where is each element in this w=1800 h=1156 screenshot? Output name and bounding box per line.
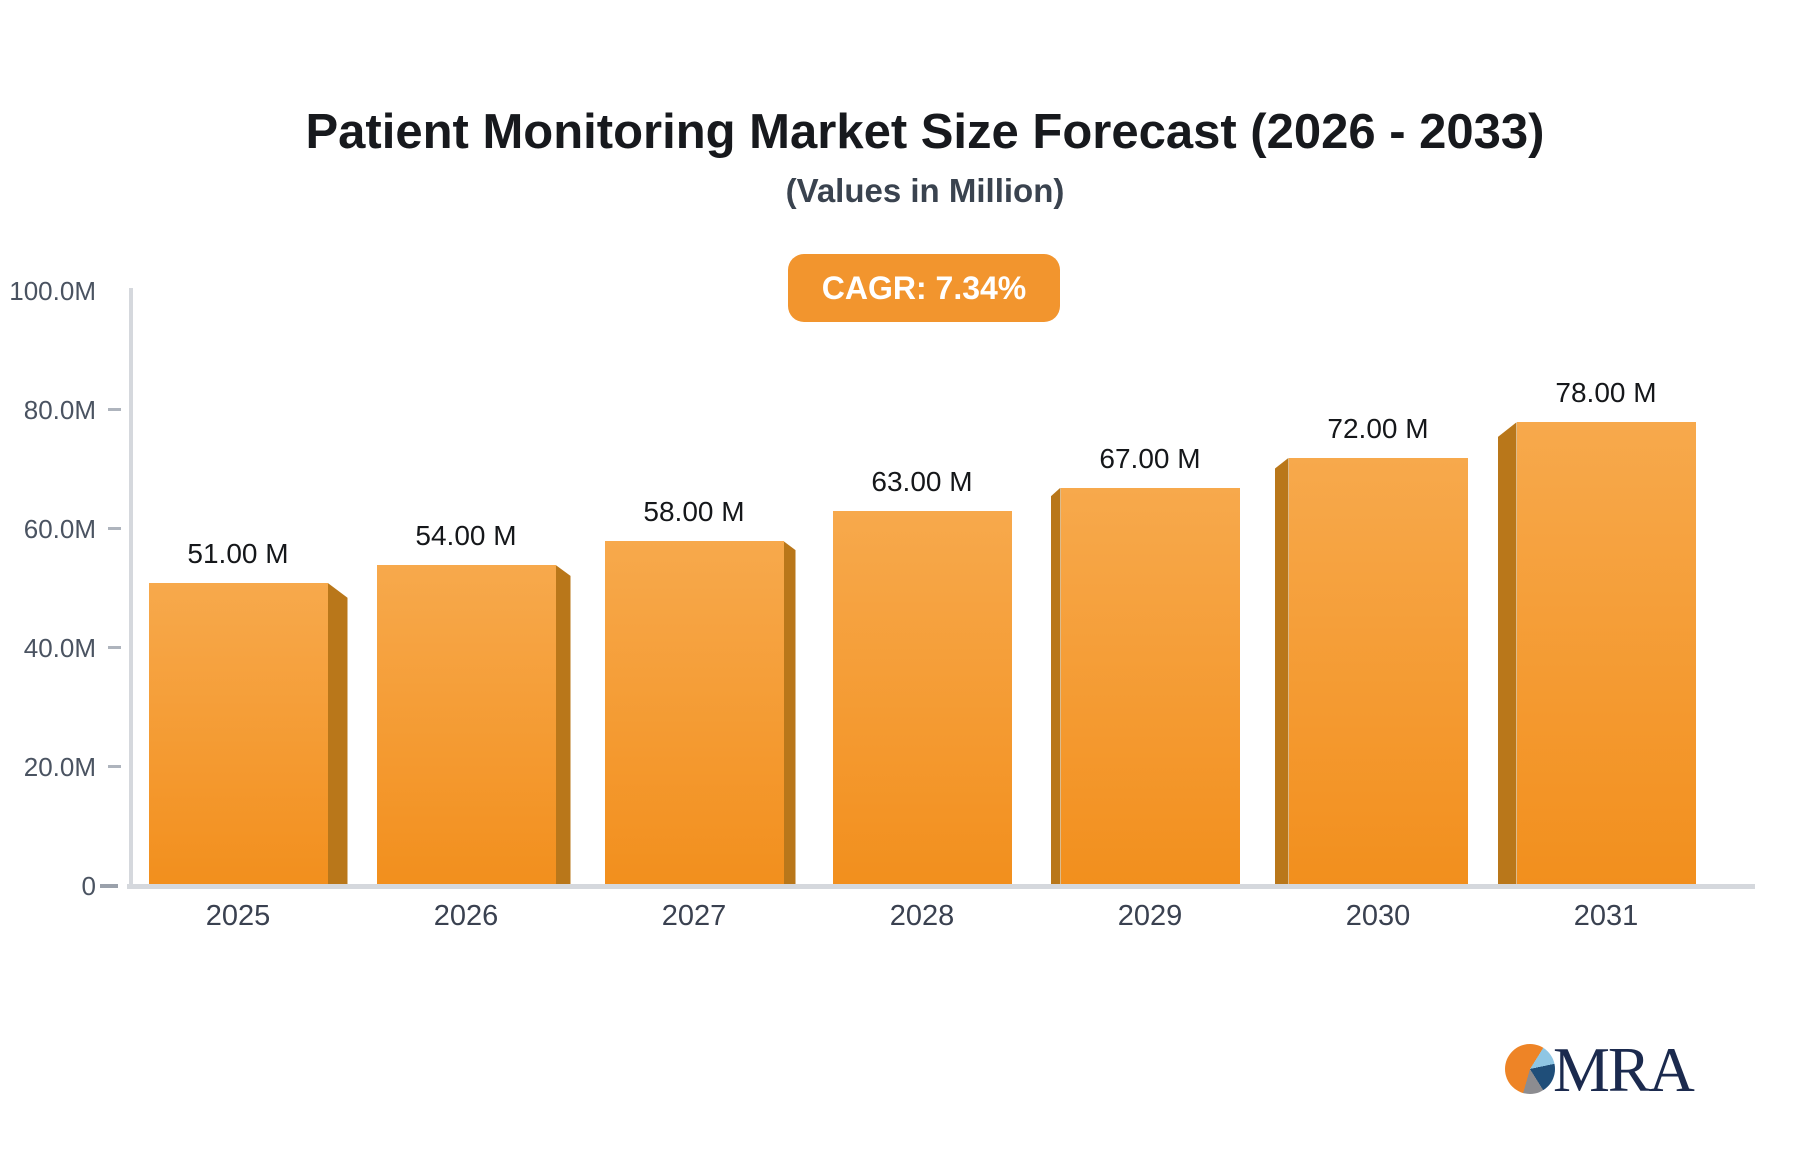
- y-axis-label: 100.0M: [9, 276, 96, 307]
- bar-side-3d-2027: [783, 541, 796, 886]
- bar-2031[interactable]: [1516, 422, 1696, 886]
- bar-2030[interactable]: [1288, 457, 1468, 886]
- y-axis-label: 0: [81, 871, 96, 901]
- bar-2026[interactable]: [376, 564, 556, 886]
- logo-pie-icon: [1505, 1044, 1555, 1094]
- y-axis-label: 20.0M: [23, 752, 96, 783]
- bar-value-label: 67.00 M: [1099, 442, 1201, 474]
- x-axis-label-2029: 2029: [1117, 900, 1183, 932]
- bar-side-3d-2025: [327, 582, 348, 886]
- bar-value-label: 54.00 M: [415, 519, 517, 551]
- y-axis-tick: [108, 646, 121, 650]
- x-axis-line: [127, 884, 1755, 889]
- y-axis-label: 60.0M: [23, 514, 96, 545]
- x-axis-label-2025: 2025: [205, 900, 271, 932]
- brand-logo: MRA: [1505, 1034, 1745, 1114]
- y-axis-line: [129, 288, 133, 886]
- y-axis-tick: [108, 527, 121, 531]
- bar-side-3d-2030: [1274, 457, 1289, 886]
- chart-subtitle: (Values in Million): [785, 172, 1065, 209]
- y-axis-label: 80.0M: [23, 395, 96, 426]
- x-axis-label-2030: 2030: [1345, 900, 1411, 932]
- bar-value-label: 58.00 M: [643, 496, 745, 528]
- x-axis-label-2031: 2031: [1573, 900, 1639, 932]
- bar-2029[interactable]: [1060, 487, 1240, 886]
- bar-value-label: 63.00 M: [871, 466, 973, 498]
- x-axis-label-2026: 2026: [433, 900, 499, 932]
- chart-title: Patient Monitoring Market Size Forecast …: [305, 105, 1545, 159]
- bar-2028[interactable]: [832, 511, 1012, 886]
- bar-side-3d-2026: [555, 564, 571, 886]
- y-axis-tick: [108, 765, 121, 769]
- bar-2027[interactable]: [604, 541, 784, 886]
- logo-text: MRA: [1553, 1034, 1695, 1105]
- bar-side-3d-2031: [1497, 422, 1517, 886]
- bar-side-3d-2029: [1050, 487, 1061, 886]
- y-axis-tick: [108, 408, 121, 412]
- bar-value-label: 72.00 M: [1327, 412, 1429, 444]
- x-axis-label-2028: 2028: [889, 900, 955, 932]
- cagr-badge: CAGR: 7.34%: [788, 254, 1060, 322]
- bar-2025[interactable]: [148, 582, 328, 886]
- y-axis-label: 40.0M: [23, 633, 96, 664]
- bar-value-label: 51.00 M: [187, 537, 289, 569]
- bar-value-label: 78.00 M: [1555, 377, 1657, 409]
- x-axis-label-2027: 2027: [661, 900, 727, 932]
- y-axis-zero-tick: [100, 884, 118, 888]
